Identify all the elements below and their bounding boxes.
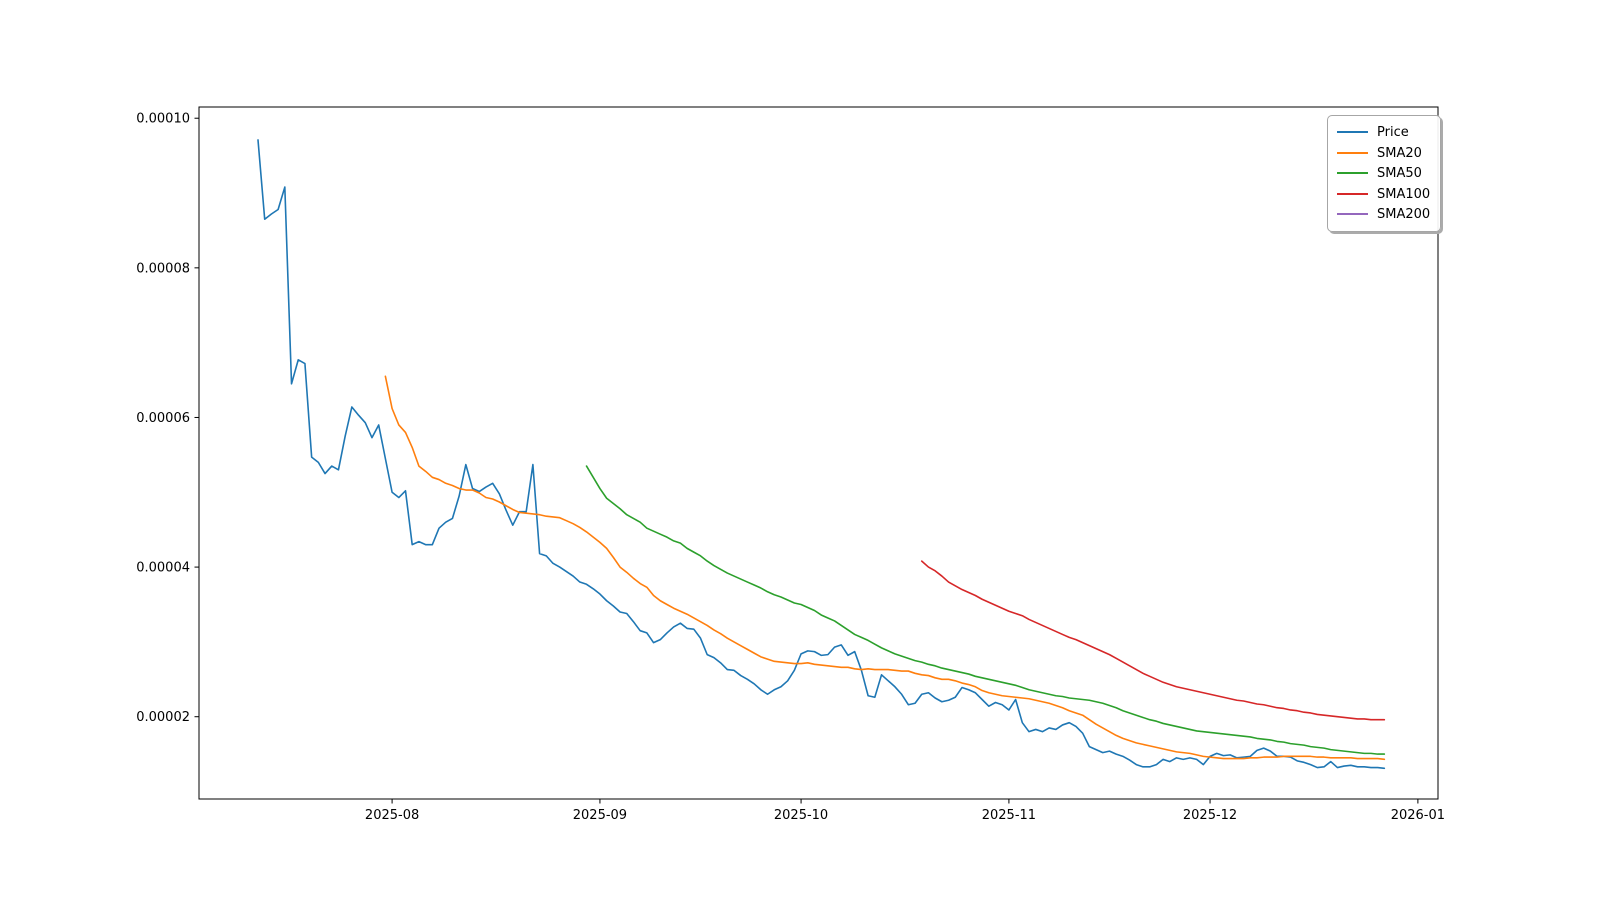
x-tick-label: 2026-01 bbox=[1391, 808, 1445, 823]
sma100-line bbox=[920, 560, 1386, 721]
legend-entry-sma100: SMA100 bbox=[1337, 184, 1430, 205]
x-tick-label: 2025-09 bbox=[573, 808, 627, 823]
legend-label: SMA100 bbox=[1377, 186, 1431, 202]
legend-label: SMA20 bbox=[1377, 145, 1422, 161]
legend-line-sample-price bbox=[1337, 131, 1368, 134]
legend-line-sample-sma20 bbox=[1337, 151, 1368, 154]
sma50-line bbox=[585, 465, 1386, 755]
y-tick-label: 0.00008 bbox=[136, 261, 190, 276]
x-tick-label: 2025-11 bbox=[982, 808, 1036, 823]
legend-entry-sma20: SMA20 bbox=[1337, 143, 1430, 164]
y-tick-label: 0.00006 bbox=[136, 411, 190, 426]
x-tick-label: 2025-10 bbox=[774, 808, 828, 823]
legend-line-sample-sma100 bbox=[1337, 192, 1368, 195]
legend-line-sample-sma200 bbox=[1337, 213, 1368, 216]
y-tick-label: 0.00002 bbox=[136, 710, 190, 725]
legend-label: Price bbox=[1377, 125, 1409, 141]
legend: Price SMA20 SMA50 SMA100 SMA200 bbox=[1327, 115, 1442, 232]
y-tick-label: 0.00010 bbox=[136, 112, 190, 127]
legend-entry-price: Price bbox=[1337, 122, 1430, 143]
legend-label: SMA50 bbox=[1377, 166, 1422, 182]
plot-frame bbox=[198, 106, 1439, 800]
legend-line-sample-sma50 bbox=[1337, 172, 1368, 175]
legend-entry-sma50: SMA50 bbox=[1337, 163, 1430, 184]
legend-label: SMA200 bbox=[1377, 207, 1431, 223]
legend-entry-sma200: SMA200 bbox=[1337, 204, 1430, 225]
sma20-line bbox=[384, 375, 1386, 761]
x-tick-label: 2025-08 bbox=[365, 808, 419, 823]
y-tick-label: 0.00004 bbox=[136, 561, 190, 576]
x-axis: 2025-08 2025-09 2025-10 2025-11 2025-12 2026-… bbox=[365, 799, 1445, 823]
y-axis: 0.00002 0.00004 0.00006 0.00008 0.00010 bbox=[136, 112, 199, 725]
price-line bbox=[257, 139, 1386, 770]
x-tick-label: 2025-12 bbox=[1183, 808, 1237, 823]
